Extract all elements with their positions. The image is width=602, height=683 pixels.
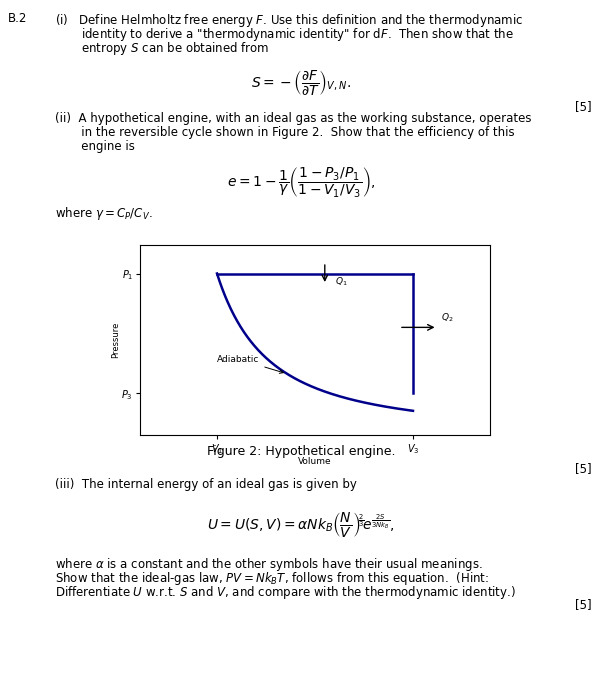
- Text: $Q_1$: $Q_1$: [335, 275, 348, 288]
- Text: [5]: [5]: [576, 462, 592, 475]
- Text: Differentiate $U$ w.r.t. $S$ and $V$, and compare with the thermodynamic identit: Differentiate $U$ w.r.t. $S$ and $V$, an…: [55, 584, 516, 601]
- Text: Adiabatic: Adiabatic: [217, 354, 284, 374]
- Text: $U = U(S,V) = \alpha N k_B \left(\dfrac{N}{V}\right)^{\!\frac{2}{3}}\! e^{\frac{: $U = U(S,V) = \alpha N k_B \left(\dfrac{…: [207, 510, 395, 539]
- Text: identity to derive a "thermodynamic identity" for d$F$.  Then show that the: identity to derive a "thermodynamic iden…: [55, 26, 514, 43]
- Text: entropy $S$ can be obtained from: entropy $S$ can be obtained from: [55, 40, 269, 57]
- Text: Figure 2: Hypothetical engine.: Figure 2: Hypothetical engine.: [206, 445, 396, 458]
- Text: (i)   Define Helmholtz free energy $F$. Use this definition and the thermodynami: (i) Define Helmholtz free energy $F$. Us…: [55, 12, 523, 29]
- Text: (iii)  The internal energy of an ideal gas is given by: (iii) The internal energy of an ideal ga…: [55, 478, 357, 491]
- Text: where $\alpha$ is a constant and the other symbols have their usual meanings.: where $\alpha$ is a constant and the oth…: [55, 556, 483, 573]
- Text: $e = 1 - \dfrac{1}{\gamma}\left(\dfrac{1 - P_3/P_1}{1 - V_1/V_3}\right),$: $e = 1 - \dfrac{1}{\gamma}\left(\dfrac{1…: [227, 165, 375, 199]
- Text: in the reversible cycle shown in Figure 2.  Show that the efficiency of this: in the reversible cycle shown in Figure …: [55, 126, 515, 139]
- Text: B.2: B.2: [8, 12, 27, 25]
- Text: $Q_2$: $Q_2$: [441, 311, 453, 324]
- Text: [5]: [5]: [576, 598, 592, 611]
- Text: $S = -\left(\dfrac{\partial F}{\partial T}\right)_{V,N}$.: $S = -\left(\dfrac{\partial F}{\partial …: [251, 68, 351, 97]
- Text: [5]: [5]: [576, 100, 592, 113]
- Text: engine is: engine is: [55, 140, 135, 153]
- Text: Show that the ideal-gas law, $PV = Nk_BT$, follows from this equation.  (Hint:: Show that the ideal-gas law, $PV = Nk_BT…: [55, 570, 489, 587]
- Text: (ii)  A hypothetical engine, with an ideal gas as the working substance, operate: (ii) A hypothetical engine, with an idea…: [55, 112, 532, 125]
- Text: where $\gamma = C_P/C_V$.: where $\gamma = C_P/C_V$.: [55, 205, 153, 222]
- Y-axis label: Pressure: Pressure: [111, 322, 120, 358]
- X-axis label: Volume: Volume: [298, 457, 332, 466]
